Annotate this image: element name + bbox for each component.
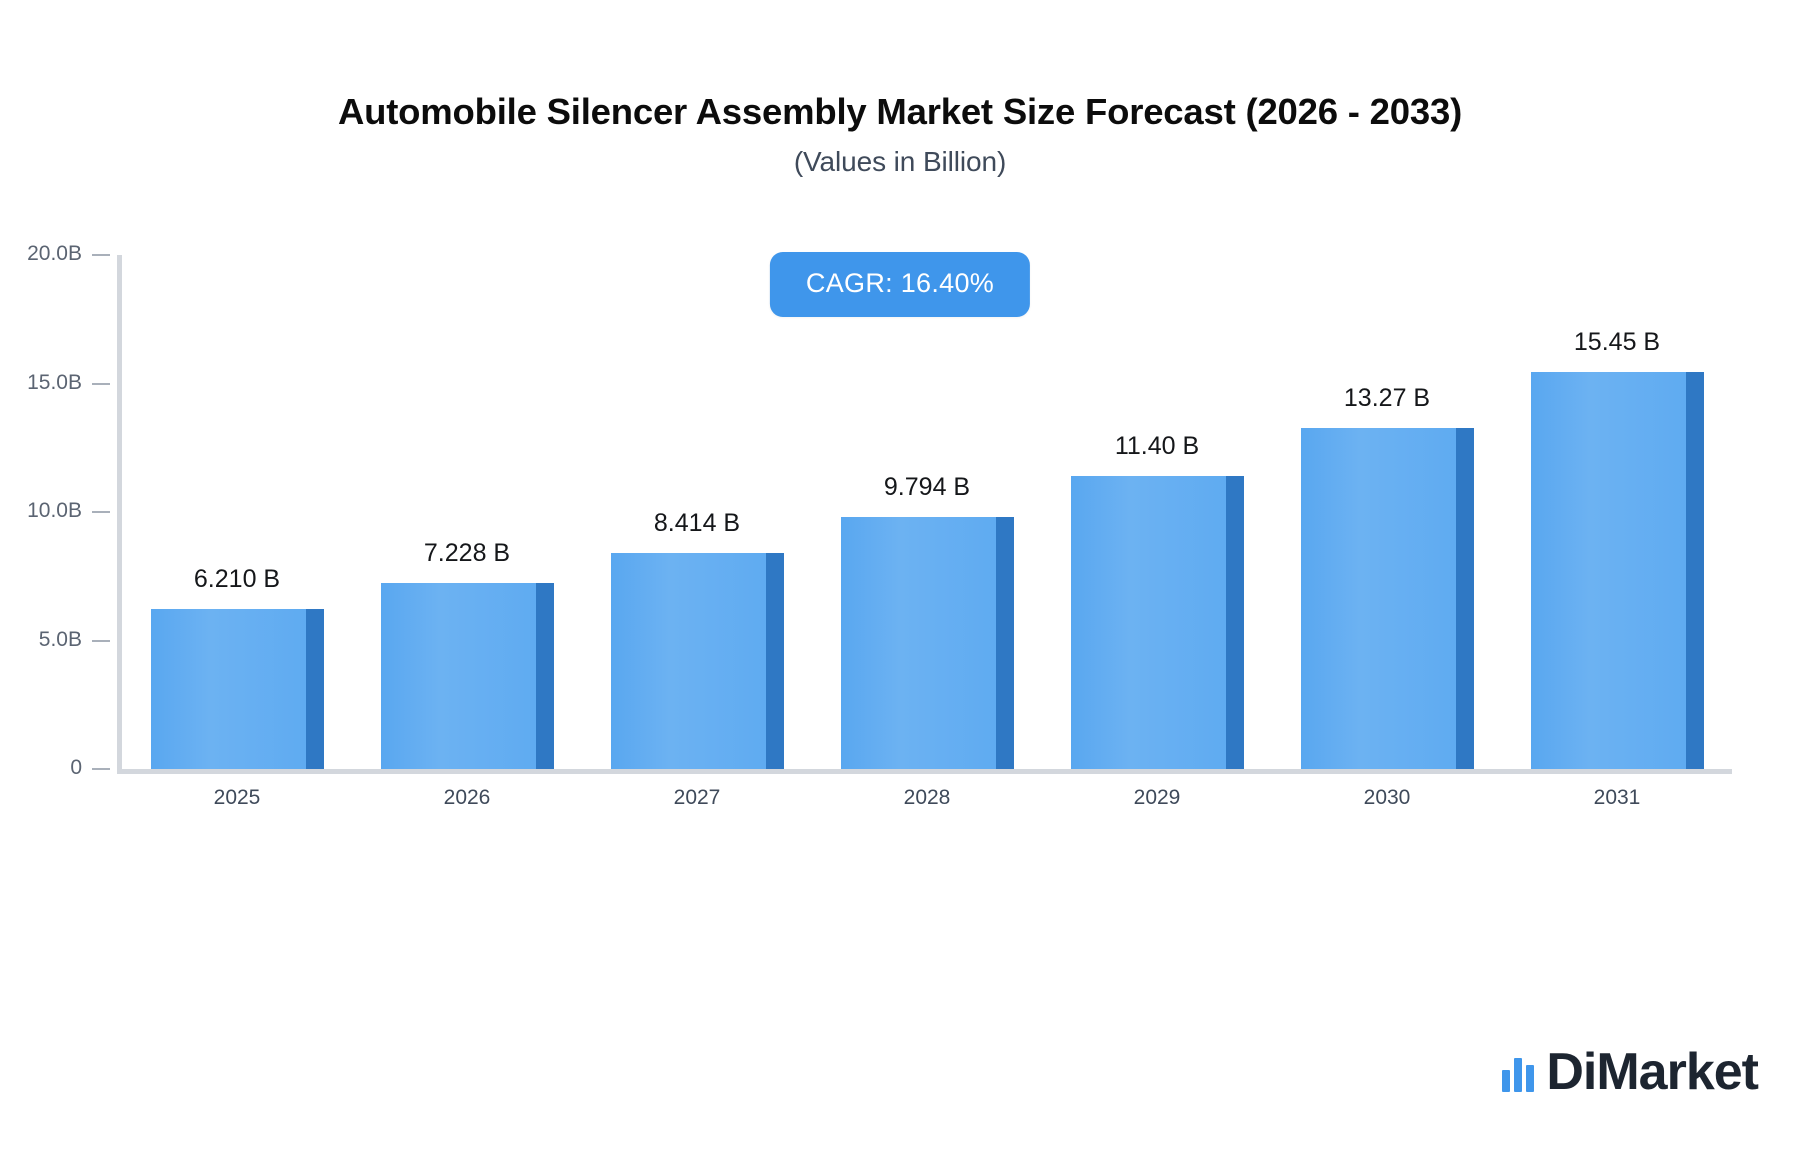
x-axis-label: 2026	[443, 786, 491, 809]
bar-value-label: 15.45 B	[1573, 327, 1661, 356]
bar-front-face	[150, 609, 306, 769]
bar-side-face	[995, 528, 1014, 769]
y-axis-label: 10.0B	[27, 499, 82, 522]
y-axis-label: 20.0B	[27, 242, 82, 265]
bar[interactable]	[1300, 427, 1474, 769]
bar-front-face	[840, 517, 996, 769]
page-title: Automobile Silencer Assembly Market Size…	[337, 91, 1463, 132]
bar-top-face	[535, 583, 554, 595]
title-block: Automobile Silencer Assembly Market Size…	[0, 91, 1800, 178]
y-axis-label: 5.0B	[38, 627, 82, 651]
bar-side-face	[305, 620, 324, 769]
x-axis-label: 2028	[903, 786, 951, 809]
bar-side-face	[535, 594, 554, 769]
bar-value-label: 6.210 B	[193, 565, 281, 594]
brand-logo: DiMarket	[1502, 1043, 1759, 1101]
bar-top-face	[1455, 427, 1474, 439]
bar[interactable]	[1070, 476, 1244, 769]
bar-side-face	[1225, 487, 1244, 769]
x-axis-label: 2030	[1363, 786, 1411, 809]
x-axis-label: 2025	[213, 786, 261, 809]
bar-front-face	[380, 583, 536, 769]
y-axis-label: 0	[70, 756, 82, 779]
three-bars-icon	[1502, 1052, 1535, 1092]
bar-front-face	[610, 552, 766, 769]
brand-name: DiMarket	[1546, 1043, 1759, 1101]
y-axis-tick	[92, 639, 110, 642]
bar-value-label: 8.414 B	[653, 508, 741, 537]
x-axis-label: 2029	[1133, 786, 1181, 809]
x-axis-label: 2031	[1593, 786, 1641, 809]
y-axis-tick	[92, 768, 110, 770]
bar-value-label: 7.228 B	[423, 539, 511, 568]
bar-top-face	[305, 609, 324, 621]
bar-top-face	[1225, 476, 1244, 488]
y-axis-line	[117, 255, 122, 773]
y-axis-tick	[92, 382, 110, 385]
bar[interactable]	[610, 552, 784, 769]
bar-top-face	[995, 517, 1014, 529]
bar-value-label: 11.40 B	[1114, 432, 1200, 461]
y-axis-label: 15.0B	[27, 370, 82, 394]
bar-front-face	[1070, 476, 1226, 769]
bar[interactable]	[150, 609, 324, 769]
bar[interactable]	[380, 583, 554, 769]
y-axis-tick	[92, 254, 110, 256]
bar-value-label: 9.794 B	[883, 473, 971, 502]
bar-top-face	[1685, 371, 1704, 383]
x-axis-label: 2027	[673, 786, 721, 809]
y-axis-tick	[92, 511, 110, 513]
bar[interactable]	[1530, 371, 1704, 769]
bar-side-face	[765, 563, 784, 769]
bar[interactable]	[840, 517, 1014, 769]
bar-side-face	[1685, 382, 1704, 769]
chart-subtitle: (Values in Billion)	[793, 146, 1007, 178]
bar-side-face	[1455, 438, 1474, 769]
bar-top-face	[765, 552, 784, 564]
bar-front-face	[1530, 371, 1686, 769]
bar-value-label: 13.27 B	[1343, 383, 1431, 412]
x-axis-line	[117, 769, 1732, 774]
bar-front-face	[1300, 427, 1456, 769]
cagr-badge: CAGR: 16.40%	[769, 252, 1031, 317]
